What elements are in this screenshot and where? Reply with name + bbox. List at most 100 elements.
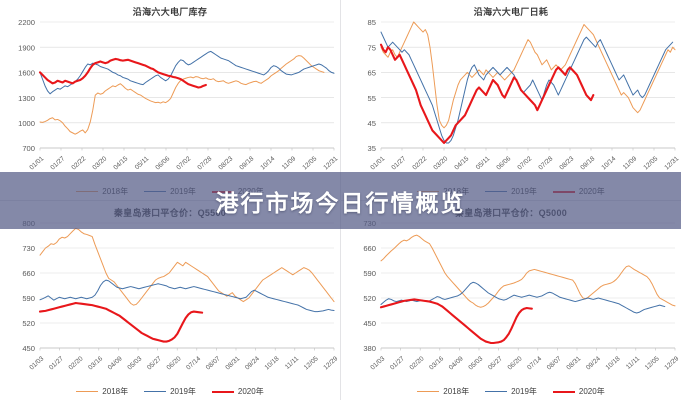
y-axis-tick-label: 660 — [363, 244, 376, 253]
x-axis-tick-label: 12/05 — [642, 155, 659, 171]
legend-item-2019年: 2019年 — [144, 386, 196, 397]
legend-label: 2020年 — [237, 387, 264, 396]
y-axis-tick-label: 85 — [368, 18, 376, 27]
x-axis-tick-label: 07/28 — [537, 155, 554, 171]
y-axis-tick-label: 65 — [368, 69, 376, 78]
y-axis-tick-label: 590 — [22, 294, 35, 303]
x-axis-tick-label: 04/09 — [107, 355, 124, 371]
x-axis-tick-label: 05/03 — [467, 355, 484, 371]
plot-area-inventory: 700 1000 1300 1600 1900 2200 01/01 01/27 02/22 03… — [0, 0, 340, 200]
x-axis-tick-label: 06/20 — [166, 355, 183, 371]
x-axis-tick-label: 06/20 — [507, 355, 524, 371]
y-axis-tick-label: 1900 — [18, 43, 35, 52]
legend-label: 2018年 — [443, 387, 470, 396]
legend-item-2020年: 2020年 — [552, 386, 605, 397]
x-axis-tick-label: 12/05 — [644, 355, 661, 371]
plot-area-daily-consumption: 35 45 55 65 75 85 01/01 01/27 02/22 03/20 04/15 05/… — [341, 0, 681, 200]
y-axis-tick-label: 1000 — [18, 119, 35, 128]
series-line-2020年 — [38, 301, 204, 343]
series-line-2019年 — [39, 279, 335, 313]
legend-swatch-icon — [552, 390, 575, 393]
legend-label: 2020年 — [578, 387, 605, 396]
x-axis-tick-label: 12/31 — [322, 155, 339, 171]
legend-item-2018年: 2018年 — [76, 386, 128, 397]
chart-panel-price-q5000: 秦皇岛港口平仓价：Q5000 38045052059066073001/0301… — [341, 201, 681, 400]
plot-area-price-q5500: 45052059066073080001/0301/2702/2003/1604… — [0, 201, 340, 400]
x-axis-tick-label: 10/18 — [264, 355, 281, 371]
x-axis-tick-label: 12/29 — [663, 355, 680, 371]
x-axis-tick-label: 08/31 — [224, 355, 241, 371]
y-axis-tick-label: 35 — [368, 144, 376, 153]
x-axis-tick-label: 04/15 — [453, 155, 470, 171]
overlay-banner-title: 港行市场今日行情概览 — [215, 189, 466, 216]
x-axis-tick-label: 07/02 — [516, 155, 533, 171]
x-axis-tick-label: 07/14 — [526, 355, 543, 371]
y-axis-tick-label: 520 — [22, 319, 35, 328]
x-axis-tick-label: 12/31 — [663, 155, 680, 171]
series-line-2018年 — [39, 227, 335, 306]
series-line-2019年 — [39, 50, 335, 95]
series-line-2018年 — [380, 21, 676, 129]
y-axis-tick-label: 450 — [22, 344, 35, 353]
overlay-banner: 港行市场今日行情概览 — [0, 172, 681, 229]
x-axis-tick-label: 01/01 — [369, 155, 386, 171]
x-axis-tick-label: 10/14 — [600, 155, 617, 171]
chart-panel-price-q5500: 秦皇岛港口平仓价：Q5500 45052059066073080001/0301… — [0, 201, 340, 400]
legend-label: 2018年 — [102, 387, 129, 396]
y-axis-tick-label: 55 — [368, 94, 376, 103]
legend-swatch-icon — [485, 391, 508, 392]
series-line-2020年 — [38, 57, 207, 89]
y-axis-tick-label: 520 — [363, 294, 376, 303]
series-line-2020年 — [379, 298, 533, 345]
series-line-2018年 — [39, 55, 325, 135]
legend-label: 2019年 — [170, 387, 196, 396]
x-axis-tick-label: 01/27 — [389, 355, 406, 371]
series-line-2019年 — [380, 31, 674, 144]
y-axis-tick-label: 1300 — [18, 94, 35, 103]
x-axis-tick-label: 01/03 — [369, 355, 386, 371]
x-axis-tick-label: 12/29 — [322, 355, 339, 371]
x-axis-tick-label: 02/22 — [70, 155, 87, 171]
legend-item-2020年: 2020年 — [211, 386, 264, 397]
x-axis-tick-label: 02/20 — [409, 355, 426, 371]
x-axis-tick-label: 08/23 — [217, 155, 234, 171]
x-axis-tick-label: 01/27 — [48, 355, 65, 371]
x-axis-tick-label: 10/14 — [259, 155, 276, 171]
x-axis-tick-label: 08/31 — [565, 355, 582, 371]
x-axis-tick-label: 11/09 — [281, 155, 298, 171]
chart-title-inventory: 沿海六大电厂库存 — [132, 7, 208, 17]
y-axis-tick-label: 75 — [368, 43, 376, 52]
x-axis-tick-label: 09/18 — [579, 155, 596, 171]
x-axis-tick-label: 12/05 — [301, 155, 318, 171]
legend-swatch-icon — [417, 391, 440, 392]
legend-swatch-icon — [76, 391, 99, 392]
x-axis-tick-label: 05/27 — [146, 355, 163, 371]
x-axis-tick-label: 09/18 — [238, 155, 255, 171]
series-line-2020年 — [379, 43, 595, 145]
legend-swatch-icon — [144, 391, 167, 392]
chart-legend-price-q5500: 2018年 2019年 2020年 — [0, 386, 340, 397]
legend-swatch-icon — [211, 390, 234, 393]
x-axis-tick-label: 10/18 — [605, 355, 622, 371]
x-axis-tick-label: 11/09 — [622, 155, 639, 171]
x-axis-tick-label: 12/05 — [303, 355, 320, 371]
y-axis-tick-label: 660 — [22, 269, 35, 278]
y-axis-tick-label: 590 — [363, 269, 376, 278]
y-axis-tick-label: 730 — [22, 244, 35, 253]
x-axis-tick-label: 03/16 — [428, 355, 445, 371]
x-axis-tick-label: 08/07 — [546, 355, 563, 371]
x-axis-tick-label: 05/11 — [475, 155, 492, 171]
x-axis-tick-label: 08/07 — [205, 355, 222, 371]
x-axis-tick-label: 03/20 — [432, 155, 449, 171]
x-axis-tick-label: 05/27 — [487, 355, 504, 371]
y-axis-tick-label: 700 — [22, 144, 35, 153]
x-axis-tick-label: 07/02 — [175, 155, 192, 171]
x-axis-tick-label: 02/22 — [411, 155, 428, 171]
chart-title-daily-consumption: 沿海六大电厂日耗 — [473, 7, 549, 17]
x-axis-tick-label: 01/27 — [49, 155, 66, 171]
chart-legend-price-q5000: 2018年 2019年 2020年 — [341, 386, 681, 397]
x-axis-tick-label: 11/11 — [625, 355, 641, 371]
legend-item-2019年: 2019年 — [485, 386, 537, 397]
x-axis-tick-label: 02/20 — [68, 355, 85, 371]
x-axis-tick-label: 01/27 — [390, 155, 407, 171]
